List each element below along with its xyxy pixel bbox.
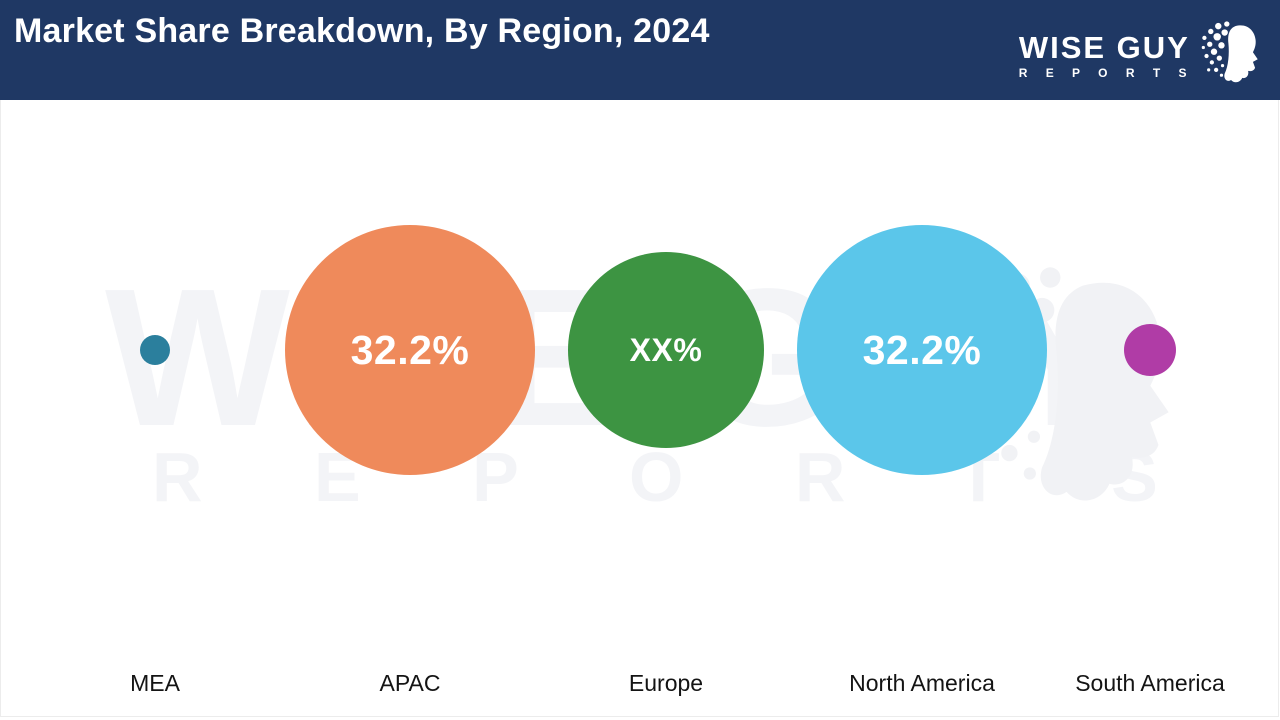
category-label-south-america: South America <box>1075 670 1225 696</box>
bubble-chart: WISE GUY R E P O R T S 32.2%XX%32.2% M <box>0 100 1280 720</box>
logo-subtitle: R E P O R T S <box>1018 66 1194 80</box>
bubble-apac: 32.2% <box>285 225 535 475</box>
wise-guy-logo: WISE GUY R E P O R T S <box>1015 18 1262 94</box>
category-labels: MEA APAC Europe North America South America <box>0 100 1280 720</box>
plot-frame <box>0 100 1279 717</box>
logo-head-icon <box>1201 21 1258 83</box>
logo-text: WISE GUY R E P O R T S <box>1015 32 1194 80</box>
page-title: Market Share Breakdown, By Region, 2024 <box>14 12 710 50</box>
bubble-mea <box>140 335 170 365</box>
bubble-europe: XX% <box>568 252 764 448</box>
category-label-europe: Europe <box>628 670 704 696</box>
bubble-value-europe: XX% <box>629 331 703 368</box>
category-label-mea: MEA <box>130 670 180 696</box>
category-label-north-america: North America <box>849 670 995 696</box>
header: Market Share Breakdown, By Region, 2024 … <box>0 0 1280 100</box>
logo-wordmark: WISE GUY <box>1018 30 1190 65</box>
category-label-apac: APAC <box>379 670 441 696</box>
bubble-value-apac: 32.2% <box>350 326 470 373</box>
